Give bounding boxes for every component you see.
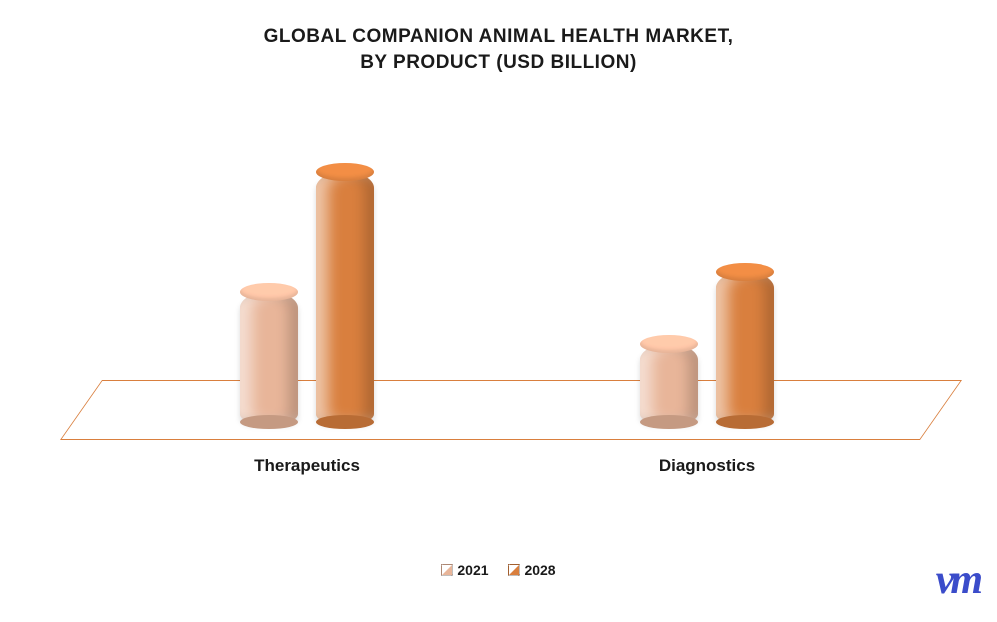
- category-label-0: Therapeutics: [207, 456, 407, 476]
- legend-label-2021: 2021: [457, 562, 488, 578]
- bar-diagnostics-2028: [716, 272, 774, 422]
- legend: 2021 2028: [0, 562, 997, 578]
- chart-title: GLOBAL COMPANION ANIMAL HEALTH MARKET, B…: [0, 0, 997, 75]
- bar-therapeutics-2028: [316, 172, 374, 422]
- legend-item-2028: 2028: [508, 562, 555, 578]
- logo: vm: [936, 556, 979, 604]
- bar-therapeutics-2021: [240, 292, 298, 422]
- title-line1: GLOBAL COMPANION ANIMAL HEALTH MARKET,: [0, 24, 997, 50]
- chart-area: Therapeutics Diagnostics: [60, 120, 920, 480]
- category-label-1: Diagnostics: [607, 456, 807, 476]
- bar-diagnostics-2021: [640, 344, 698, 422]
- legend-item-2021: 2021: [441, 562, 488, 578]
- swatch-2021: [441, 564, 453, 576]
- legend-label-2028: 2028: [524, 562, 555, 578]
- title-line2: BY PRODUCT (USD BILLION): [0, 50, 997, 76]
- swatch-2028: [508, 564, 520, 576]
- chart-floor: [60, 380, 962, 440]
